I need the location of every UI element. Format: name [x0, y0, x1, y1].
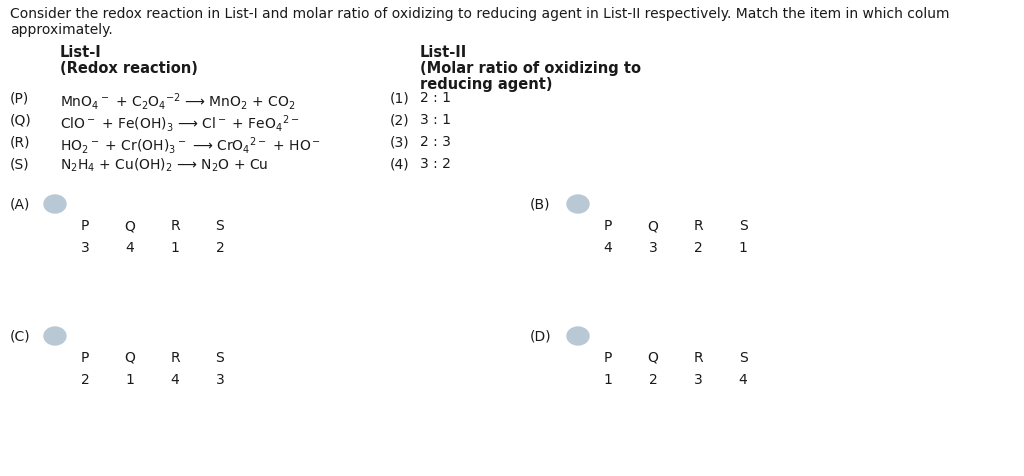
- Text: 3 : 2: 3 : 2: [420, 157, 451, 170]
- Text: List-II: List-II: [420, 45, 467, 60]
- Text: S: S: [738, 350, 748, 364]
- Text: R: R: [693, 218, 702, 232]
- Text: (2): (2): [390, 113, 410, 127]
- Text: P: P: [81, 350, 89, 364]
- Text: Q: Q: [647, 218, 658, 232]
- Ellipse shape: [44, 196, 66, 214]
- Text: Q: Q: [647, 350, 658, 364]
- Text: (S): (S): [10, 157, 30, 170]
- Text: (C): (C): [10, 328, 31, 342]
- Text: R: R: [170, 218, 180, 232]
- Text: P: P: [604, 350, 612, 364]
- Text: (Redox reaction): (Redox reaction): [60, 61, 198, 76]
- Text: P: P: [604, 218, 612, 232]
- Text: 2 : 1: 2 : 1: [420, 91, 451, 105]
- Text: (B): (B): [530, 197, 551, 210]
- Text: 1: 1: [171, 240, 179, 255]
- Text: 3: 3: [81, 240, 89, 255]
- Text: 2: 2: [81, 372, 89, 386]
- Text: 2 : 3: 2 : 3: [420, 135, 451, 149]
- Text: List-I: List-I: [60, 45, 101, 60]
- Text: R: R: [170, 350, 180, 364]
- Text: 1: 1: [126, 372, 134, 386]
- Text: 4: 4: [171, 372, 179, 386]
- Text: Consider the redox reaction in List-I and molar ratio of oxidizing to reducing a: Consider the redox reaction in List-I an…: [10, 7, 949, 21]
- Text: 3: 3: [693, 372, 702, 386]
- Text: reducing agent): reducing agent): [420, 77, 553, 92]
- Ellipse shape: [44, 327, 66, 345]
- Text: N$_2$H$_4$ + Cu(OH)$_2$ ⟶ N$_2$O + Cu: N$_2$H$_4$ + Cu(OH)$_2$ ⟶ N$_2$O + Cu: [60, 157, 268, 174]
- Text: 1: 1: [738, 240, 748, 255]
- Text: 2: 2: [693, 240, 702, 255]
- Text: (R): (R): [10, 135, 31, 149]
- Text: 1: 1: [603, 372, 612, 386]
- Ellipse shape: [567, 196, 589, 214]
- Text: HO$_2$$^-$ + Cr(OH)$_3$$^-$ ⟶ CrO$_4$$^{2-}$ + HO$^-$: HO$_2$$^-$ + Cr(OH)$_3$$^-$ ⟶ CrO$_4$$^{…: [60, 135, 322, 156]
- Text: 2: 2: [648, 372, 657, 386]
- Text: 3 : 1: 3 : 1: [420, 113, 451, 127]
- Text: 3: 3: [648, 240, 657, 255]
- Text: ClO$^-$ + Fe(OH)$_3$ ⟶ Cl$^-$ + FeO$_4$$^{2-}$: ClO$^-$ + Fe(OH)$_3$ ⟶ Cl$^-$ + FeO$_4$$…: [60, 113, 299, 134]
- Text: S: S: [216, 350, 224, 364]
- Text: approximately.: approximately.: [10, 23, 113, 37]
- Text: (1): (1): [390, 91, 410, 105]
- Text: 4: 4: [126, 240, 134, 255]
- Text: (Q): (Q): [10, 113, 32, 127]
- Text: 4: 4: [603, 240, 612, 255]
- Text: Q: Q: [125, 218, 135, 232]
- Text: P: P: [81, 218, 89, 232]
- Text: S: S: [738, 218, 748, 232]
- Text: Q: Q: [125, 350, 135, 364]
- Text: S: S: [216, 218, 224, 232]
- Text: (Molar ratio of oxidizing to: (Molar ratio of oxidizing to: [420, 61, 641, 76]
- Text: (D): (D): [530, 328, 552, 342]
- Text: 3: 3: [216, 372, 224, 386]
- Text: MnO$_4$$^-$ + C$_2$O$_4$$^{-2}$ ⟶ MnO$_2$ + CO$_2$: MnO$_4$$^-$ + C$_2$O$_4$$^{-2}$ ⟶ MnO$_2…: [60, 91, 296, 112]
- Text: (3): (3): [390, 135, 410, 149]
- Ellipse shape: [567, 327, 589, 345]
- Text: (A): (A): [10, 197, 31, 210]
- Text: (4): (4): [390, 157, 410, 170]
- Text: R: R: [693, 350, 702, 364]
- Text: (P): (P): [10, 91, 30, 105]
- Text: 4: 4: [738, 372, 748, 386]
- Text: 2: 2: [216, 240, 224, 255]
